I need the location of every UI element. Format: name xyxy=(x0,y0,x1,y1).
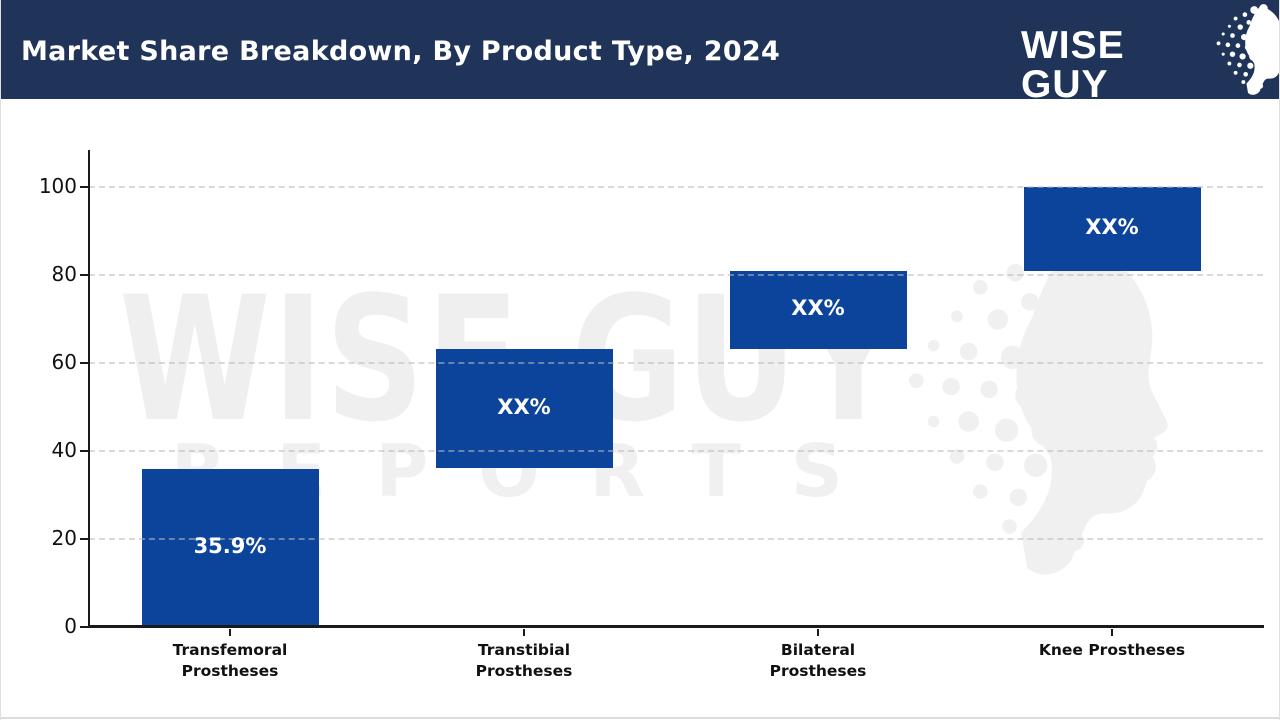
category-label: Transfemoral Prostheses xyxy=(172,641,288,680)
gridline xyxy=(89,186,1263,188)
bar-segment xyxy=(1023,187,1201,272)
header-bar: Market Share Breakdown, By Product Type,… xyxy=(1,0,1279,123)
y-tick xyxy=(80,362,88,364)
y-tick xyxy=(80,274,88,276)
y-tick xyxy=(80,626,88,628)
bar-value-label: 35.9% xyxy=(193,534,267,559)
chart-area: WISE GUY REPORTS 0 20 40 60 80 100 35.9% Transf… xyxy=(1,99,1279,717)
gridline xyxy=(89,450,1263,452)
bottom-border xyxy=(1,717,1279,719)
watermark-head-icon xyxy=(908,233,1168,575)
x-tick xyxy=(1111,629,1113,636)
wiseguy-logo: WISE GUY REPORTS xyxy=(1021,0,1279,123)
y-tick xyxy=(80,450,88,452)
y-tick-label: 80 xyxy=(51,262,77,286)
y-tick xyxy=(80,538,88,540)
x-tick xyxy=(229,629,231,636)
bar-segment xyxy=(435,348,613,469)
y-tick-label: 100 xyxy=(38,174,77,198)
logo-wordmark-line1: WISE GUY xyxy=(1021,24,1125,106)
wiseguy-head-icon xyxy=(1216,4,1279,95)
bar-value-label: XX% xyxy=(1085,215,1139,240)
x-tick xyxy=(523,629,525,636)
bar-segment xyxy=(729,271,907,349)
y-tick-label: 40 xyxy=(51,438,77,462)
x-tick xyxy=(817,629,819,636)
category-label: Bilateral Prostheses xyxy=(769,641,867,680)
gridline xyxy=(89,362,1263,364)
bar-value-label: XX% xyxy=(497,394,551,419)
y-axis-line xyxy=(88,150,90,628)
category-label: Transtibial Prostheses xyxy=(475,641,573,680)
bar-value-label: XX% xyxy=(791,295,845,320)
y-tick-label: 0 xyxy=(64,614,77,638)
category-label: Knee Prostheses xyxy=(1038,641,1186,659)
gridline xyxy=(89,538,1263,540)
gridline xyxy=(89,274,1263,276)
y-tick-label: 20 xyxy=(51,526,77,550)
x-axis-line xyxy=(88,625,1264,628)
y-tick-label: 60 xyxy=(51,350,77,374)
logo-wordmark: WISE GUY REPORTS xyxy=(1021,26,1209,123)
logo-wordmark-line2: REPORTS xyxy=(1024,107,1180,123)
page-title: Market Share Breakdown, By Product Type,… xyxy=(21,36,781,67)
bar-segment xyxy=(141,469,319,627)
y-tick xyxy=(80,186,88,188)
